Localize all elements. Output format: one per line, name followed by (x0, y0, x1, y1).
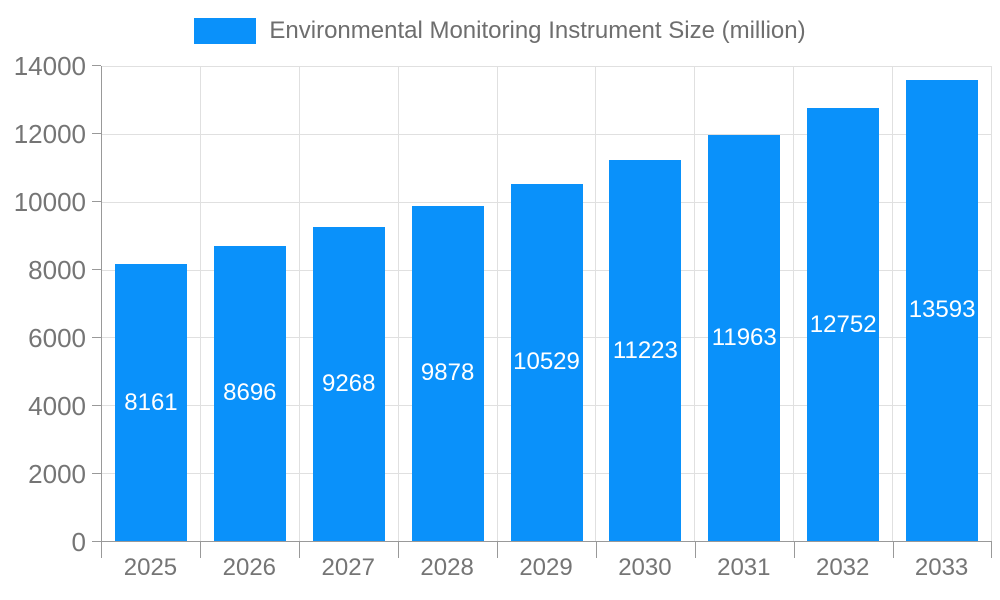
y-tick-mark (92, 65, 101, 66)
bar[interactable]: 13593 (906, 79, 979, 541)
x-tick-mark (893, 542, 894, 558)
y-tick-label: 4000 (28, 391, 86, 422)
x-tick-mark (200, 542, 201, 558)
x-tick-label: 2028 (420, 554, 474, 581)
category-column: 9878 (399, 66, 498, 541)
bar-value-label: 11223 (612, 336, 678, 364)
category-column: 9268 (300, 66, 399, 541)
x-axis-ticks (101, 542, 992, 558)
category-column: 10529 (498, 66, 597, 541)
x-tick-mark (794, 542, 795, 558)
bar[interactable]: 8161 (114, 264, 187, 541)
bar[interactable]: 11963 (708, 135, 781, 541)
plot-area: 8161 8696 9268 9878 10529 11223 11963 12752 1359… (101, 66, 993, 542)
y-tick-mark (92, 201, 101, 202)
category-column: 8696 (201, 66, 300, 541)
bar-value-label: 9268 (322, 369, 376, 397)
bar-value-label: 11963 (711, 324, 777, 352)
x-tick-label: 2026 (222, 554, 277, 581)
x-tick-label: 2027 (321, 554, 375, 581)
category-column: 12752 (794, 66, 894, 541)
x-tick-label: 2031 (717, 554, 771, 581)
bar-value-label: 10529 (513, 348, 580, 376)
category-column: 11223 (596, 66, 696, 541)
category-column: 13593 (893, 66, 993, 541)
category-column: 11963 (695, 66, 795, 541)
y-tick-label: 10000 (13, 187, 86, 217)
y-tick-label: 8000 (28, 255, 86, 286)
y-tick-mark (92, 541, 101, 542)
x-tick-mark (299, 542, 300, 558)
y-tick-mark (92, 269, 101, 270)
y-tick-label: 14000 (13, 51, 86, 81)
y-tick-label: 6000 (28, 323, 86, 353)
x-axis-labels: 2025 2026 2027 2028 2029 2030 2031 2032 2033 (101, 553, 991, 583)
y-tick-mark (92, 473, 101, 474)
y-tick-label: 12000 (13, 119, 86, 149)
bar-value-label: 8696 (223, 379, 277, 407)
x-tick-mark (397, 542, 399, 558)
category-column: 8161 (102, 66, 201, 541)
plot-columns: 8161 8696 9268 9878 10529 11223 11963 12752 1359… (102, 66, 993, 541)
bar-value-label: 13593 (908, 296, 976, 324)
x-tick-label: 2033 (914, 554, 969, 581)
x-tick-label: 2032 (815, 554, 870, 581)
x-tick-mark (596, 542, 597, 558)
x-tick-mark (991, 542, 992, 558)
bar-value-label: 12752 (809, 310, 877, 338)
gridline (102, 133, 992, 135)
bar[interactable]: 9268 (312, 226, 385, 541)
bar[interactable]: 8696 (213, 245, 286, 541)
legend-label: Environmental Monitoring Instrument Size… (269, 17, 806, 44)
bar[interactable]: 10529 (510, 183, 583, 541)
bar[interactable]: 9878 (411, 205, 484, 541)
bar-value-label: 8161 (124, 388, 178, 416)
x-tick-mark (694, 542, 696, 558)
y-tick-label: 2000 (28, 459, 86, 490)
x-tick-mark (101, 542, 102, 558)
x-tick-label: 2025 (123, 554, 178, 581)
gridline (102, 66, 992, 67)
y-tick-mark (92, 337, 101, 338)
x-tick-label: 2029 (519, 554, 573, 581)
y-axis: 0 2000 4000 6000 8000 10000 12000 14000 (0, 53, 101, 555)
bar[interactable]: 12752 (807, 108, 880, 541)
y-tick-mark (92, 133, 101, 134)
legend[interactable]: Environmental Monitoring Instrument Size… (0, 17, 1000, 45)
bar-value-label: 9878 (420, 359, 475, 387)
x-tick-mark (497, 542, 498, 558)
y-tick-mark (92, 405, 101, 406)
legend-swatch-icon (194, 18, 257, 44)
x-tick-label: 2030 (618, 554, 672, 581)
bar[interactable]: 11223 (609, 160, 682, 541)
y-tick-label: 0 (71, 527, 86, 557)
